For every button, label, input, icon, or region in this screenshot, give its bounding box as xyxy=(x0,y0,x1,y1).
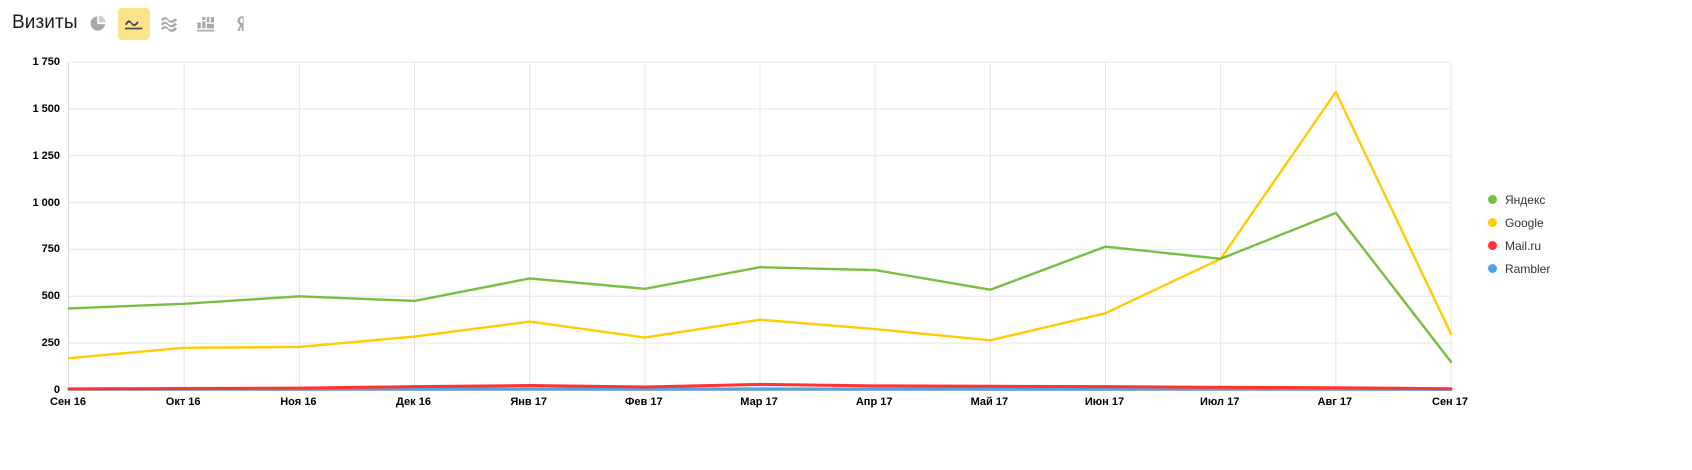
legend-color-dot-icon xyxy=(1488,264,1497,273)
series-line xyxy=(67,211,1453,364)
x-axis-tick-label: Июн 17 xyxy=(1084,396,1125,408)
bar-chart-icon-button[interactable] xyxy=(190,8,222,40)
legend-item-label: Яндекс xyxy=(1505,192,1546,207)
y-axis-tick-label: 1 750 xyxy=(32,56,60,68)
x-axis-tick-label: Мар 17 xyxy=(740,396,778,408)
panel-header: Визиты xyxy=(0,0,1692,48)
page-title: Визиты xyxy=(12,12,78,33)
y-axis-labels: 0 250 500 750 1 000 1 250 1 500 1 750 xyxy=(0,56,60,396)
x-axis-labels: Сен 16 Окт 16 Ноя 16 Дек 16 Янв 17 Фев 17 Мар … xyxy=(50,396,1468,420)
y-axis-tick-label: 1 000 xyxy=(32,196,60,209)
legend-item-label: Google xyxy=(1505,215,1544,230)
legend-color-dot-icon xyxy=(1488,195,1497,204)
x-axis-tick-label: Сен 17 xyxy=(1432,396,1468,408)
pie-chart-icon xyxy=(90,15,106,31)
legend-item[interactable]: Google xyxy=(1488,211,1688,234)
area-chart-icon xyxy=(161,17,178,32)
plot-canvas[interactable] xyxy=(67,61,1453,391)
legend-color-dot-icon xyxy=(1488,241,1497,250)
x-axis-tick-label: Окт 16 xyxy=(165,396,201,408)
legend-item[interactable]: Яндекс xyxy=(1488,188,1688,211)
chart-type-toolbar[interactable] xyxy=(82,8,258,40)
map-pin-icon-button[interactable] xyxy=(226,8,258,40)
y-axis-tick-label: 500 xyxy=(41,290,60,303)
x-axis-tick-label: Апр 17 xyxy=(855,396,893,408)
y-axis-tick-label: 1 250 xyxy=(32,149,60,162)
x-axis-tick-label: Сен 16 xyxy=(50,396,86,408)
x-axis-tick-label: Янв 17 xyxy=(510,396,547,408)
x-axis-tick-label: Фев 17 xyxy=(625,396,663,408)
x-axis-tick-label: Авг 17 xyxy=(1317,396,1353,408)
y-axis-tick-label: 250 xyxy=(41,337,60,350)
series-line xyxy=(67,382,1453,391)
legend-item[interactable]: Mail.ru xyxy=(1488,234,1688,257)
x-axis-tick-label: Май 17 xyxy=(970,396,1009,408)
x-axis-tick-label: Ноя 16 xyxy=(280,396,317,408)
y-axis-tick-label: 0 xyxy=(53,384,60,396)
chart-area: 0 250 500 750 1 000 1 250 1 500 1 750 Сен 16 Окт… xyxy=(0,48,1692,428)
x-axis-tick-label: Дек 16 xyxy=(396,396,431,408)
y-axis-tick-label: 750 xyxy=(41,243,60,256)
legend: Яндекс Google Mail.ru Rambler xyxy=(1488,188,1688,280)
legend-color-dot-icon xyxy=(1488,218,1497,227)
series-lines xyxy=(67,61,1453,391)
bar-chart-icon xyxy=(197,17,215,32)
x-axis-tick-label: Июл 17 xyxy=(1200,396,1240,408)
pie-chart-icon-button[interactable] xyxy=(82,8,114,40)
map-pin-icon xyxy=(237,16,244,31)
line-chart-icon xyxy=(125,20,143,30)
area-chart-icon-button[interactable] xyxy=(154,8,186,40)
legend-item-label: Rambler xyxy=(1505,261,1551,276)
line-chart-icon-button[interactable] xyxy=(118,8,150,40)
legend-item-label: Mail.ru xyxy=(1505,238,1542,253)
legend-item[interactable]: Rambler xyxy=(1488,257,1688,280)
y-axis-tick-label: 1 500 xyxy=(32,102,60,115)
